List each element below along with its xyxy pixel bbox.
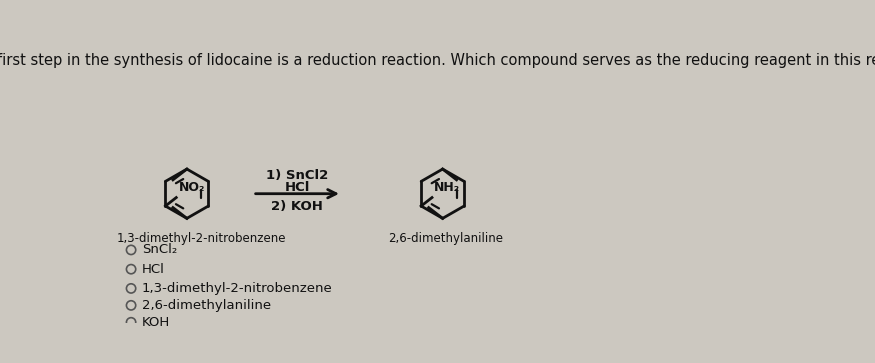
- Text: NO₂: NO₂: [178, 182, 205, 195]
- Text: 2,6-dimethylaniline: 2,6-dimethylaniline: [388, 232, 503, 245]
- Text: 1) SnCl2: 1) SnCl2: [266, 169, 328, 182]
- Text: The first step in the synthesis of lidocaine is a reduction reaction. Which comp: The first step in the synthesis of lidoc…: [0, 53, 875, 68]
- Text: 2) KOH: 2) KOH: [271, 200, 323, 213]
- Text: NH₂: NH₂: [434, 182, 460, 195]
- Text: 1,3-dimethyl-2-nitrobenzene: 1,3-dimethyl-2-nitrobenzene: [117, 232, 287, 245]
- Text: 2,6-dimethylaniline: 2,6-dimethylaniline: [142, 299, 271, 312]
- Text: SnCl₂: SnCl₂: [142, 244, 177, 256]
- Text: HCl: HCl: [284, 182, 310, 195]
- Text: 1,3-dimethyl-2-nitrobenzene: 1,3-dimethyl-2-nitrobenzene: [142, 282, 332, 295]
- Text: HCl: HCl: [142, 263, 164, 276]
- Text: KOH: KOH: [142, 316, 170, 329]
